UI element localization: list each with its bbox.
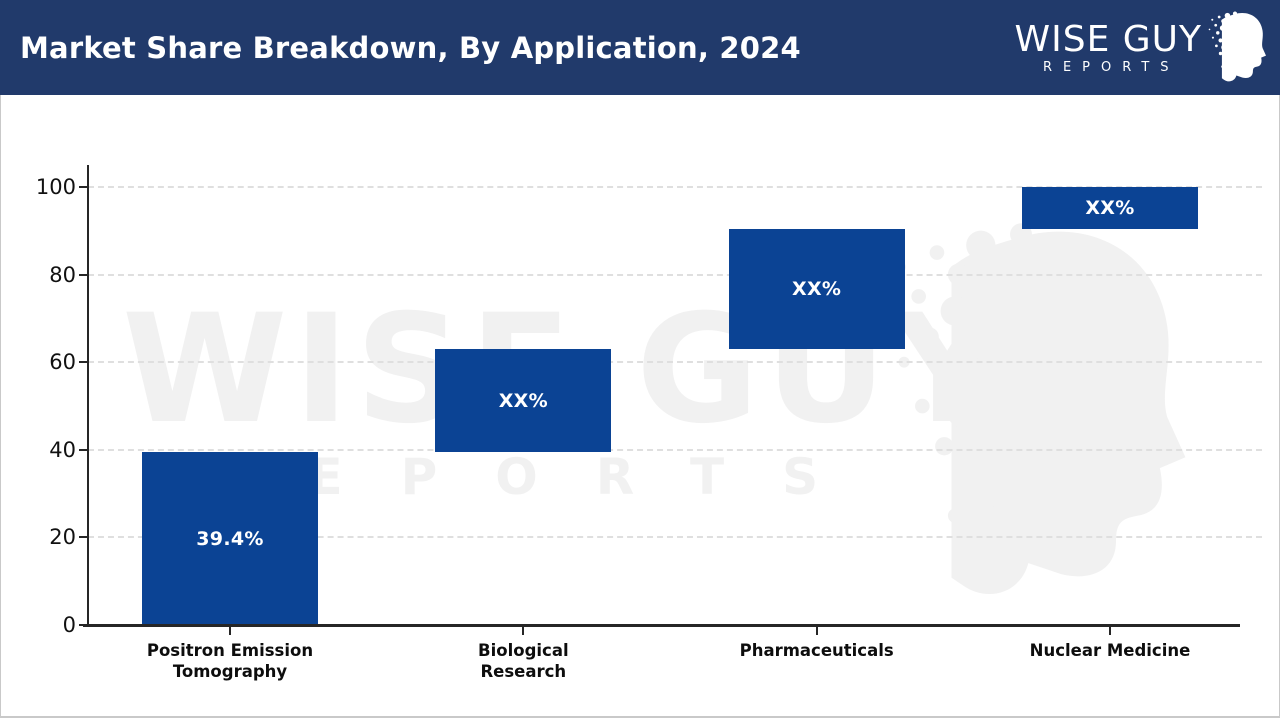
y-tick-mark-60 (79, 361, 88, 364)
y-tick-label-40: 40 (49, 437, 76, 462)
x-tick-mark-pharmaceuticals (815, 626, 818, 635)
gridline-40 (88, 448, 1262, 451)
bar-nuclear-medicine: XX% (1021, 187, 1198, 229)
bar-value-label-biological-research: XX% (498, 389, 548, 412)
gridline-80 (88, 273, 1262, 276)
x-tick-mark-nuclear-medicine (1108, 626, 1111, 635)
x-tick-mark-positron-emission-tomography (229, 626, 231, 635)
category-label-pharmaceuticals: Pharmaceuticals (657, 640, 977, 661)
watermark-face-icon (881, 223, 1186, 595)
y-tick-mark-20 (79, 536, 88, 539)
bar-biological-research: XX% (435, 349, 612, 453)
logo-text: WISE GUY REPORTS (1014, 18, 1203, 75)
header-bar: Market Share Breakdown, By Application, … (0, 0, 1280, 95)
x-axis-line (83, 624, 1240, 627)
category-label-line: Biological (478, 641, 569, 660)
bar-pharmaceuticals: XX% (728, 228, 905, 350)
gridline-60 (88, 361, 1262, 364)
gridline-100 (88, 186, 1262, 188)
category-label-biological-research: Biological Research (363, 640, 683, 682)
bar-value-label-positron-emission-tomography: 39.4% (196, 527, 264, 550)
bar-value-label-nuclear-medicine: XX% (1085, 196, 1135, 219)
logo-face-icon (1208, 10, 1266, 81)
category-label-line: Pharmaceuticals (739, 641, 894, 660)
bar-value-label-pharmaceuticals: XX% (792, 277, 842, 300)
logo-reports-label: REPORTS (1042, 59, 1180, 75)
category-label-positron-emission-tomography: Positron Emission Tomography (70, 640, 390, 682)
category-label-line: Tomography (172, 662, 288, 681)
category-label-line: Research (480, 662, 567, 681)
y-axis-line (87, 165, 89, 627)
bar-positron-emission-tomography: 39.4% (142, 452, 318, 625)
y-tick-mark-40 (79, 448, 88, 451)
y-tick-label-20: 20 (49, 525, 76, 550)
logo-wiseguy-label: WISE GUY (1014, 18, 1202, 60)
gridline-20 (88, 536, 1262, 539)
y-tick-label-80: 80 (49, 262, 76, 287)
wise-guy-reports-logo: WISE GUY REPORTS (1014, 7, 1266, 89)
y-tick-mark-80 (79, 273, 88, 276)
y-tick-label-100: 100 (35, 175, 76, 199)
x-tick-mark-biological-research (522, 626, 525, 635)
category-label-line: Nuclear Medicine (1029, 641, 1191, 660)
y-tick-label-0: 0 (62, 613, 76, 637)
y-tick-mark-100 (79, 186, 88, 188)
y-tick-label-60: 60 (49, 350, 76, 375)
page-title: Market Share Breakdown, By Application, … (20, 30, 801, 65)
category-label-line: Positron Emission (146, 641, 314, 660)
category-label-nuclear-medicine: Nuclear Medicine (950, 640, 1270, 661)
